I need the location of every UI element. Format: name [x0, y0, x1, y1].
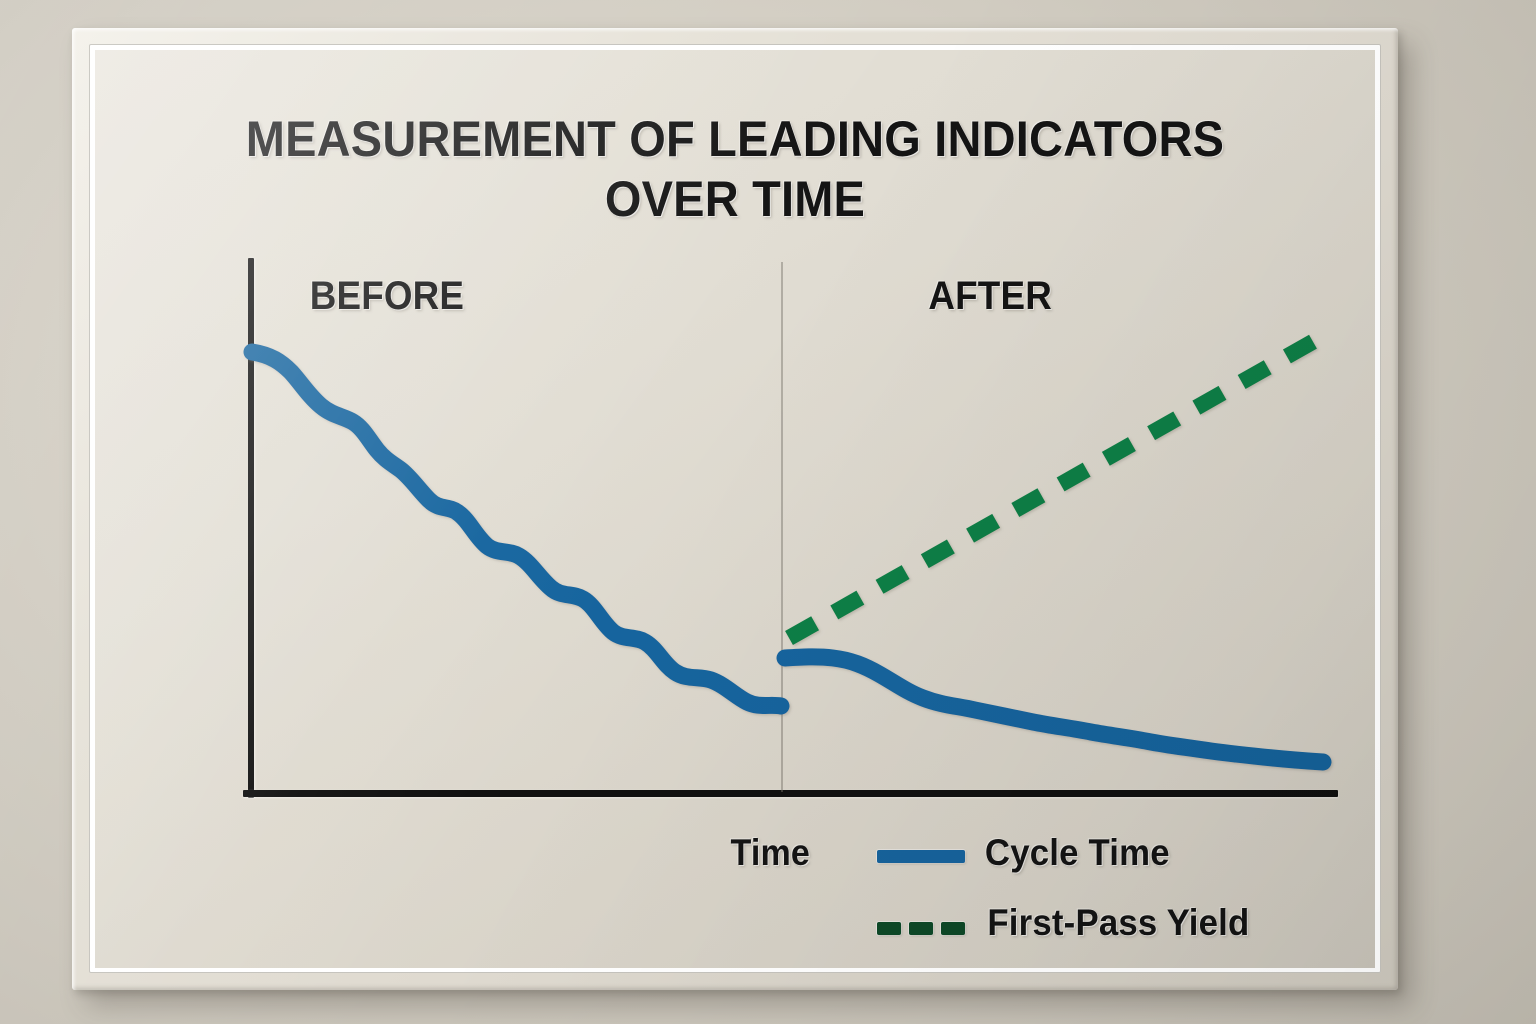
series-cycle-time-after	[776, 648, 1332, 771]
x-axis-title: Time	[730, 832, 811, 873]
legend-dash-3	[941, 922, 965, 935]
legend-label-cycle-time: Cycle Time	[984, 832, 1170, 873]
legend-dash-1	[877, 922, 901, 935]
x-axis-line	[243, 790, 1338, 797]
series-plot-svg	[243, 329, 1332, 771]
y-axis-line	[248, 258, 254, 798]
plot-area	[95, 50, 1375, 968]
legend-swatch-cycle-time	[877, 850, 965, 863]
whiteboard-poster: MEASUREMENT OF LEADING INDICATORS OVER T…	[95, 50, 1375, 968]
phase-label-after: AFTER	[928, 274, 1052, 318]
legend-dash-2	[909, 922, 933, 935]
series-first-pass-yield-after	[785, 329, 1327, 645]
phase-label-before: BEFORE	[309, 274, 465, 318]
chart-title-line-1: MEASUREMENT OF LEADING INDICATORS	[245, 111, 1225, 167]
legend-label-first-pass-yield: First-Pass Yield	[987, 902, 1250, 943]
series-cycle-time-before	[243, 343, 790, 715]
phase-divider-line	[781, 262, 783, 792]
legend-swatch-first-pass-yield	[877, 922, 965, 935]
picture-frame: MEASUREMENT OF LEADING INDICATORS OVER T…	[72, 28, 1398, 990]
chart-title-line-2: OVER TIME	[604, 171, 866, 227]
